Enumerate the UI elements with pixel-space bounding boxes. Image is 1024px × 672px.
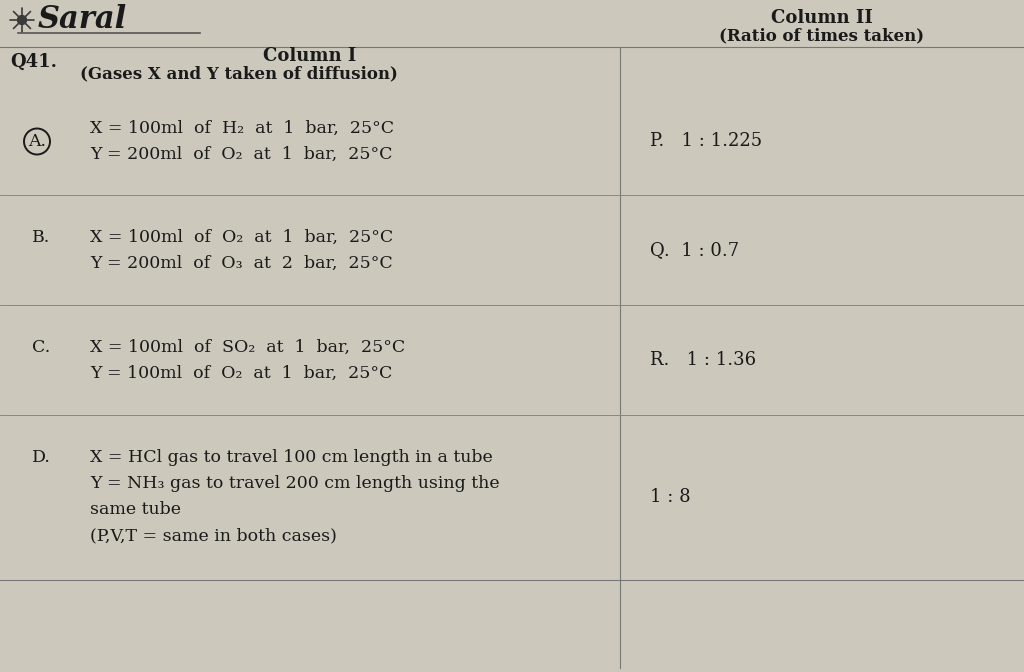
Text: Y = NH₃ gas to travel 200 cm length using the: Y = NH₃ gas to travel 200 cm length usin… [90,475,500,492]
Text: X = 100ml  of  H₂  at  1  bar,  25°C: X = 100ml of H₂ at 1 bar, 25°C [90,120,394,137]
Text: A.: A. [28,133,46,150]
Text: Column I: Column I [263,47,356,65]
Text: same tube: same tube [90,501,181,518]
Text: Y = 200ml  of  O₂  at  1  bar,  25°C: Y = 200ml of O₂ at 1 bar, 25°C [90,146,392,163]
Text: D.: D. [32,449,51,466]
Text: X = 100ml  of  SO₂  at  1  bar,  25°C: X = 100ml of SO₂ at 1 bar, 25°C [90,339,406,355]
Text: (P,V,T = same in both cases): (P,V,T = same in both cases) [90,527,337,544]
Text: Column II: Column II [771,9,872,27]
Text: 1 : 8: 1 : 8 [649,487,690,505]
Text: C.: C. [32,339,50,355]
Text: X = HCl gas to travel 100 cm length in a tube: X = HCl gas to travel 100 cm length in a… [90,449,493,466]
Text: Q41.: Q41. [10,53,57,71]
Text: Y = 100ml  of  O₂  at  1  bar,  25°C: Y = 100ml of O₂ at 1 bar, 25°C [90,364,392,382]
Circle shape [17,15,27,24]
Text: Q.  1 : 0.7: Q. 1 : 0.7 [649,241,738,259]
Text: R.   1 : 1.36: R. 1 : 1.36 [649,351,756,369]
Text: Saral: Saral [38,5,127,36]
Text: B.: B. [32,228,50,245]
Text: (Ratio of times taken): (Ratio of times taken) [719,28,925,44]
Text: X = 100ml  of  O₂  at  1  bar,  25°C: X = 100ml of O₂ at 1 bar, 25°C [90,228,393,245]
Text: (Gases X and Y taken of diffusion): (Gases X and Y taken of diffusion) [80,65,398,83]
Text: P.   1 : 1.225: P. 1 : 1.225 [649,132,762,151]
Text: Y = 200ml  of  O₃  at  2  bar,  25°C: Y = 200ml of O₃ at 2 bar, 25°C [90,255,393,271]
